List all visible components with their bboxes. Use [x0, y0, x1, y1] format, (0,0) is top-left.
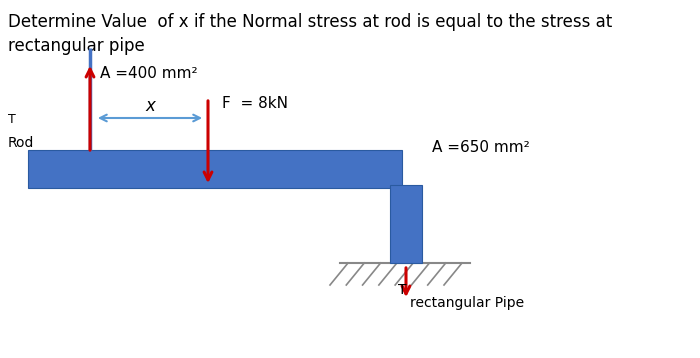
Text: A =400 mm²: A =400 mm² — [100, 66, 197, 81]
Text: T: T — [8, 113, 15, 126]
Bar — [390, 185, 422, 263]
Bar — [28, 150, 402, 188]
Text: F  = 8kN: F = 8kN — [222, 96, 288, 111]
Text: A =650 mm²: A =650 mm² — [432, 140, 530, 155]
Text: T: T — [398, 283, 407, 297]
Text: Determine Value  of x if the Normal stress at rod is equal to the stress at
rect: Determine Value of x if the Normal stres… — [8, 13, 612, 55]
Text: Rod: Rod — [8, 136, 34, 150]
Text: rectangular Pipe: rectangular Pipe — [410, 296, 524, 310]
Text: x: x — [145, 97, 155, 115]
